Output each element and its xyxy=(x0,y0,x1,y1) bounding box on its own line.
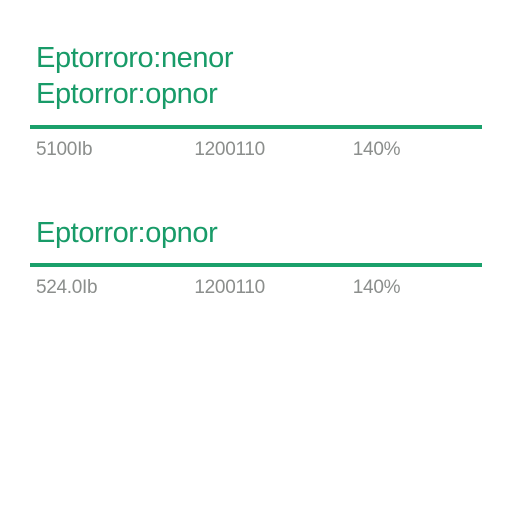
section-1-cell-3: 140% xyxy=(353,139,476,161)
section-1-headings: Eptorroro:nenor Eptorror:opnor xyxy=(30,40,482,113)
page: Eptorroro:nenor Eptorror:opnor 5100Ib 12… xyxy=(0,0,512,512)
heading-1b: Eptorror:opnor xyxy=(36,76,482,112)
heading-2a: Eptorror:opnor xyxy=(36,215,482,251)
section-1-row: 5100Ib 1200110 140% xyxy=(30,129,482,161)
section-1: Eptorroro:nenor Eptorror:opnor 5100Ib 12… xyxy=(30,40,482,161)
section-2: Eptorror:opnor 524.0Ib 1200110 140% xyxy=(30,215,482,299)
section-2-headings: Eptorror:opnor xyxy=(30,215,482,251)
section-2-cell-2: 1200110 xyxy=(194,277,352,299)
section-2-cell-1: 524.0Ib xyxy=(36,277,194,299)
heading-1a: Eptorroro:nenor xyxy=(36,40,482,76)
section-2-cell-3: 140% xyxy=(353,277,476,299)
section-1-cell-2: 1200110 xyxy=(194,139,352,161)
section-1-cell-1: 5100Ib xyxy=(36,139,194,161)
section-2-row: 524.0Ib 1200110 140% xyxy=(30,267,482,299)
